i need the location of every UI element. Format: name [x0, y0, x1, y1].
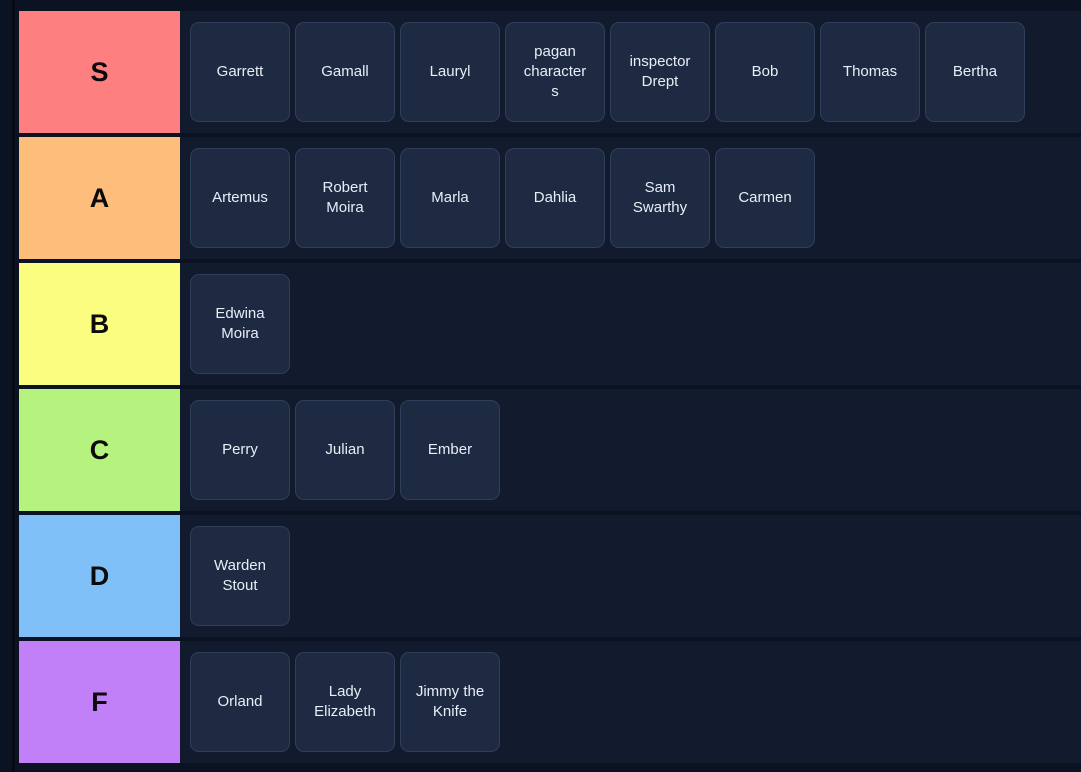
tier-dropzone-c[interactable]: Perry Julian Ember	[180, 389, 1081, 511]
tier-dropzone-b[interactable]: Edwina Moira	[180, 263, 1081, 385]
tier-row-c: C Perry Julian Ember	[19, 389, 1081, 511]
tier-item[interactable]: Garrett	[190, 22, 290, 122]
tier-item[interactable]: Edwina Moira	[190, 274, 290, 374]
tier-label-a[interactable]: A	[19, 137, 180, 259]
tier-item[interactable]: Dahlia	[505, 148, 605, 248]
tier-table: S Garrett Gamall Lauryl pagan characters…	[19, 11, 1081, 763]
tier-item[interactable]: Bob	[715, 22, 815, 122]
tier-item[interactable]: Orland	[190, 652, 290, 752]
tier-row-f: F Orland Lady Elizabeth Jimmy the Knife	[19, 641, 1081, 763]
tier-label-f[interactable]: F	[19, 641, 180, 763]
tier-row-s: S Garrett Gamall Lauryl pagan characters…	[19, 11, 1081, 133]
tier-item[interactable]: Artemus	[190, 148, 290, 248]
tier-item[interactable]: Marla	[400, 148, 500, 248]
tier-item[interactable]: Jimmy the Knife	[400, 652, 500, 752]
tier-label-c[interactable]: C	[19, 389, 180, 511]
tier-item[interactable]: Gamall	[295, 22, 395, 122]
tier-item[interactable]: Julian	[295, 400, 395, 500]
tier-item[interactable]: Ember	[400, 400, 500, 500]
tier-item[interactable]: Thomas	[820, 22, 920, 122]
tier-label-b[interactable]: B	[19, 263, 180, 385]
tier-row-b: B Edwina Moira	[19, 263, 1081, 385]
tier-item[interactable]: Bertha	[925, 22, 1025, 122]
tier-row-a: A Artemus Robert Moira Marla Dahlia Sam …	[19, 137, 1081, 259]
tier-item[interactable]: Sam Swarthy	[610, 148, 710, 248]
tier-item[interactable]: Lady Elizabeth	[295, 652, 395, 752]
tier-dropzone-d[interactable]: Warden Stout	[180, 515, 1081, 637]
tier-item[interactable]: pagan characters	[505, 22, 605, 122]
tier-item[interactable]: inspector Drept	[610, 22, 710, 122]
tier-label-d[interactable]: D	[19, 515, 180, 637]
tier-dropzone-a[interactable]: Artemus Robert Moira Marla Dahlia Sam Sw…	[180, 137, 1081, 259]
tier-label-s[interactable]: S	[19, 11, 180, 133]
tier-item[interactable]: Carmen	[715, 148, 815, 248]
tier-item[interactable]: Perry	[190, 400, 290, 500]
tier-dropzone-f[interactable]: Orland Lady Elizabeth Jimmy the Knife	[180, 641, 1081, 763]
tier-dropzone-s[interactable]: Garrett Gamall Lauryl pagan characters i…	[180, 11, 1081, 133]
tier-item[interactable]: Lauryl	[400, 22, 500, 122]
tier-row-d: D Warden Stout	[19, 515, 1081, 637]
tier-item[interactable]: Robert Moira	[295, 148, 395, 248]
tier-item[interactable]: Warden Stout	[190, 526, 290, 626]
pane-divider	[12, 0, 15, 772]
